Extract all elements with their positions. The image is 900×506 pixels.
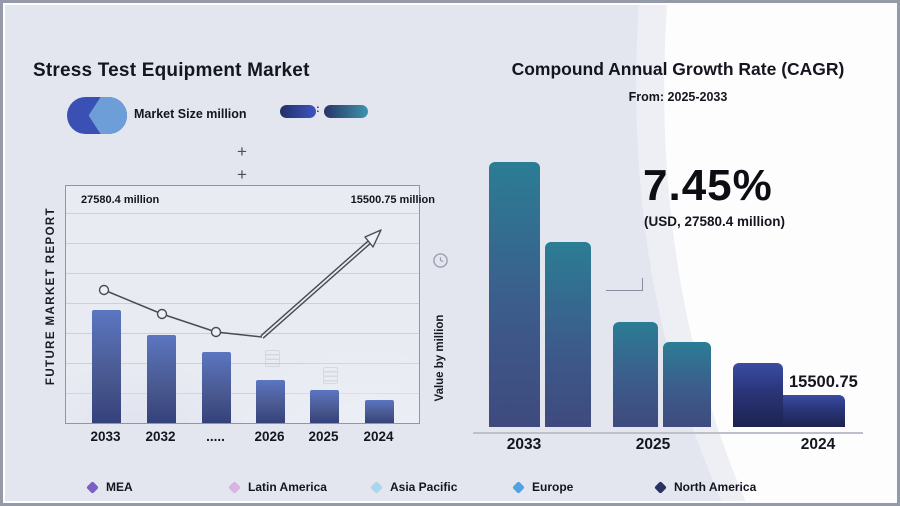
cagr-value: 7.45% [643,161,773,210]
pill-separator: : [316,103,320,115]
clipboard-watermark-icon [323,367,338,384]
left-chart-bars [66,186,419,423]
legend-diamond-icon [86,480,99,494]
clipboard-watermark-icon [265,350,280,367]
cagr-bar-2024-primary [733,363,783,427]
left-bar-..... [202,352,231,423]
mini-pill-teal-icon [324,105,368,118]
left-xlabel: 2033 [90,429,121,444]
legend-label: Latin America [248,480,327,494]
legend-diamond-icon [512,480,525,494]
legend-diamond-icon [370,480,383,494]
legend-item-asia-pacific: Asia Pacific [370,480,514,494]
cagr-bar-value-label: 15500.75 [789,373,858,391]
cagr-xlabel: 2025 [635,436,671,453]
cagr-chart-xlabels: 2033 2025 2024 [3,3,897,503]
page-title: Stress Test Equipment Market [33,60,310,81]
left-chart-xlabels: 2033 2032..... 2026 2025 2024 [65,429,420,447]
market-size-pill-icon [67,97,127,134]
trend-line-arrow [98,229,382,339]
cagr-detail: (USD, 27580.4 million) [644,214,786,229]
left-bar-2024 [365,400,394,423]
left-xlabel: 2024 [363,429,394,444]
region-legend: MEA Latin America Asia Pacific Europe North … [86,480,798,494]
legend-diamond-icon [228,480,241,494]
cagr-xlabel: 2024 [800,436,836,453]
legend-label: Asia Pacific [390,480,458,494]
cagr-xlabel: 2033 [506,436,542,453]
cagr-title: Compound Annual Growth Rate (CAGR) [511,59,845,79]
left-bar-2026 [256,380,285,423]
cagr-subtitle: From: 2025-2033 [628,90,728,104]
legend-diamond-icon [654,480,667,494]
plus-decoration-icon: + [237,165,247,184]
annotation-right-value: 15500.75 million [350,194,435,206]
left-xlabel: 2025 [308,429,339,444]
cagr-bar-2033-secondary [545,242,591,427]
cagr-bar-2025-primary [613,322,658,427]
cagr-chart-axis [473,432,863,434]
left-bar-2033 [92,310,121,423]
left-bar-2032 [147,335,176,423]
legend-item-mea: MEA [86,480,230,494]
plus-decoration-icon: + [237,142,247,161]
step-line-decoration [606,278,643,291]
cagr-bar-2033-primary [489,162,540,427]
legend-item-north-america: North America [654,480,798,494]
market-size-label: Market Size million [134,107,247,121]
cagr-chart-bars [3,3,897,503]
market-size-chart: 27580.4 million 15500.75 million [65,185,435,424]
clock-icon [433,253,448,268]
left-xlabel: ..... [206,429,225,444]
annotation-left-value: 27580.4 million [81,194,160,206]
left-xlabel: 2026 [254,429,285,444]
legend-label: Europe [532,480,574,494]
legend-label: MEA [106,480,133,494]
left-xlabel: 2032 [145,429,176,444]
mini-pill-blue-icon [280,105,316,118]
cagr-bar-2025-secondary [663,342,711,427]
legend-item-latin-america: Latin America [228,480,372,494]
legend-item-europe: Europe [512,480,656,494]
left-bar-2025 [310,390,339,423]
legend-label: North America [674,480,757,494]
